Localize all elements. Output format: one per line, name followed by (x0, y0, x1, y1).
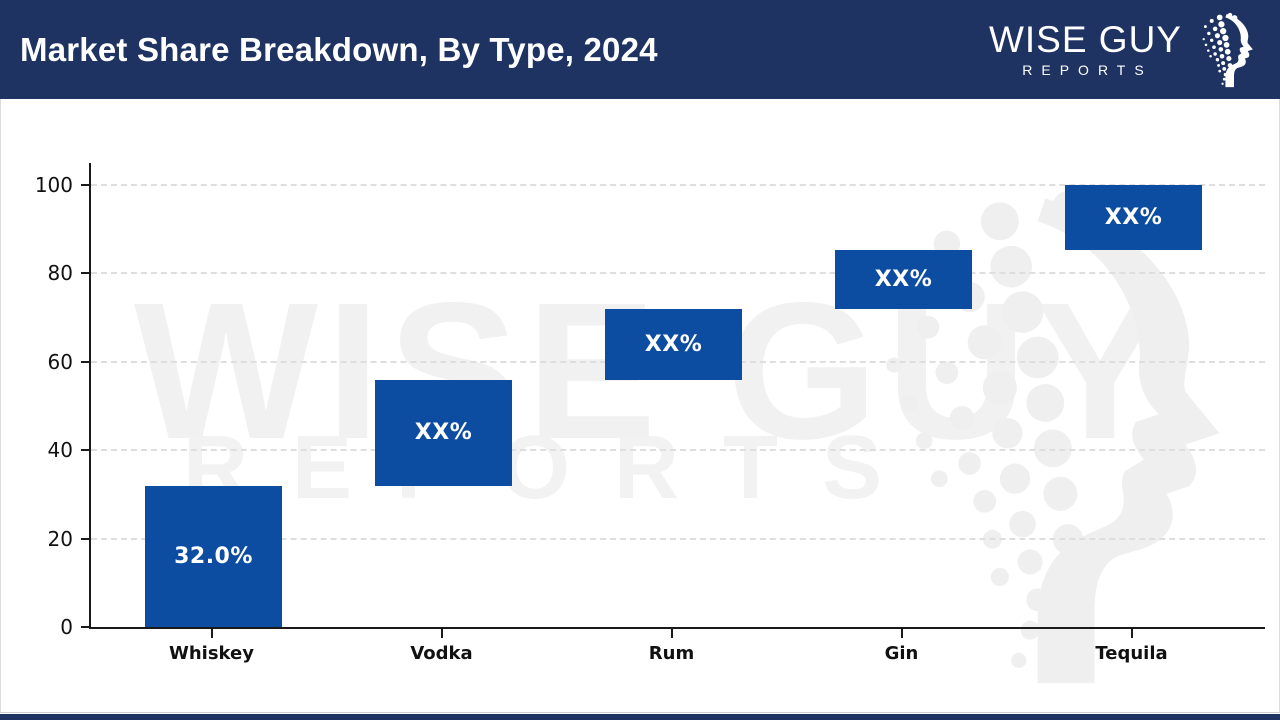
bar-value-label: XX% (874, 266, 933, 292)
y-axis-tick-label: 20 (47, 526, 73, 551)
chart-card: WISE GUY REPORTS 32.0%XX%XX%XX%XX% 02040… (0, 99, 1280, 713)
x-axis-tick (1130, 629, 1133, 638)
y-axis-tick (81, 449, 90, 452)
bar: XX% (834, 250, 973, 309)
plot-area: 32.0% XX% XX% XX% XX% (89, 163, 1265, 629)
bar-value-label: XX% (1104, 205, 1163, 231)
gridline (91, 449, 1265, 452)
x-axis-tick (670, 629, 673, 638)
x-axis-tick-label: Rum (648, 643, 695, 664)
x-axis-tick-label: Tequila (1095, 643, 1168, 664)
brand-logo: WISE GUY REPORTS (989, 8, 1254, 92)
footer-bar (0, 714, 1280, 720)
bar: 32.0% (144, 485, 283, 627)
brand-name: WISE GUY (988, 19, 1182, 60)
gridline (91, 184, 1265, 187)
x-axis-tick-label: Gin (884, 643, 919, 664)
y-axis-tick-label: 100 (34, 173, 73, 198)
x-axis-tick (440, 629, 443, 638)
bar: XX% (604, 308, 743, 380)
bar: XX% (1064, 185, 1203, 251)
watermark-sub: REPORTS (183, 418, 927, 518)
x-axis-tick (210, 629, 213, 638)
y-axis-tick-label: 60 (47, 349, 73, 374)
header-bar: Market Share Breakdown, By Type, 2024 WI… (0, 0, 1280, 99)
bar: XX% (374, 379, 513, 486)
y-axis-tick (81, 184, 90, 187)
y-axis-tick (81, 272, 90, 275)
brand-head-icon (1190, 8, 1254, 92)
gridline (91, 537, 1265, 540)
y-axis-tick-label: 0 (60, 615, 73, 639)
brand-text: WISE GUY REPORTS (989, 21, 1182, 78)
x-axis-tick (900, 629, 903, 638)
bar-value-label: 32.0% (174, 543, 253, 569)
brand-sub: REPORTS (1022, 62, 1153, 78)
y-axis-tick-label: 80 (47, 261, 73, 286)
gridline (91, 272, 1265, 275)
x-axis-tick-label: Whiskey (169, 643, 254, 664)
y-axis-tick-label: 40 (47, 438, 73, 463)
x-axis-tick-label: Vodka (410, 643, 473, 664)
y-axis-tick (81, 626, 90, 628)
y-axis-tick (81, 360, 90, 363)
page-title: Market Share Breakdown, By Type, 2024 (20, 30, 658, 68)
bar-value-label: XX% (644, 331, 703, 357)
bar-value-label: XX% (414, 420, 473, 446)
y-axis-tick (81, 537, 90, 540)
